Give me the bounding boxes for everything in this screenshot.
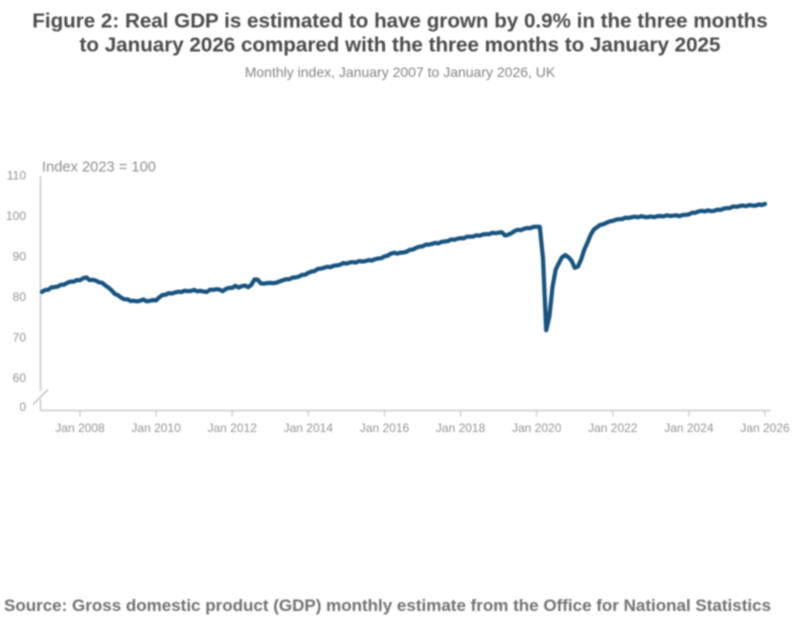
svg-text:Jan 2024: Jan 2024 [664,421,714,435]
svg-text:80: 80 [13,290,27,304]
svg-text:Figure 2: Real GDP is estimate: Figure 2: Real GDP is estimated to have … [32,10,767,33]
svg-text:Monthly index, January 2007 to: Monthly index, January 2007 to January 2… [245,64,556,80]
svg-text:100: 100 [6,209,26,223]
svg-text:0: 0 [19,400,26,414]
svg-text:Jan 2022: Jan 2022 [588,421,638,435]
svg-text:70: 70 [13,331,27,345]
svg-text:Jan 2018: Jan 2018 [436,421,486,435]
svg-text:60: 60 [13,371,27,385]
svg-text:Jan 2016: Jan 2016 [360,421,410,435]
svg-text:Jan 2020: Jan 2020 [512,421,562,435]
svg-text:Jan 2008: Jan 2008 [55,421,105,435]
svg-text:Source: Gross domestic product: Source: Gross domestic product (GDP) mon… [4,596,771,615]
svg-text:Jan 2026: Jan 2026 [740,421,790,435]
svg-text:Jan 2010: Jan 2010 [131,421,181,435]
svg-text:90: 90 [13,250,27,264]
svg-text:to January 2026 compared with: to January 2026 compared with the three … [80,34,721,57]
svg-text:Jan 2014: Jan 2014 [284,421,334,435]
svg-text:Jan 2012: Jan 2012 [208,421,258,435]
svg-text:110: 110 [7,169,26,183]
svg-text:Index 2023 = 100: Index 2023 = 100 [42,160,156,176]
